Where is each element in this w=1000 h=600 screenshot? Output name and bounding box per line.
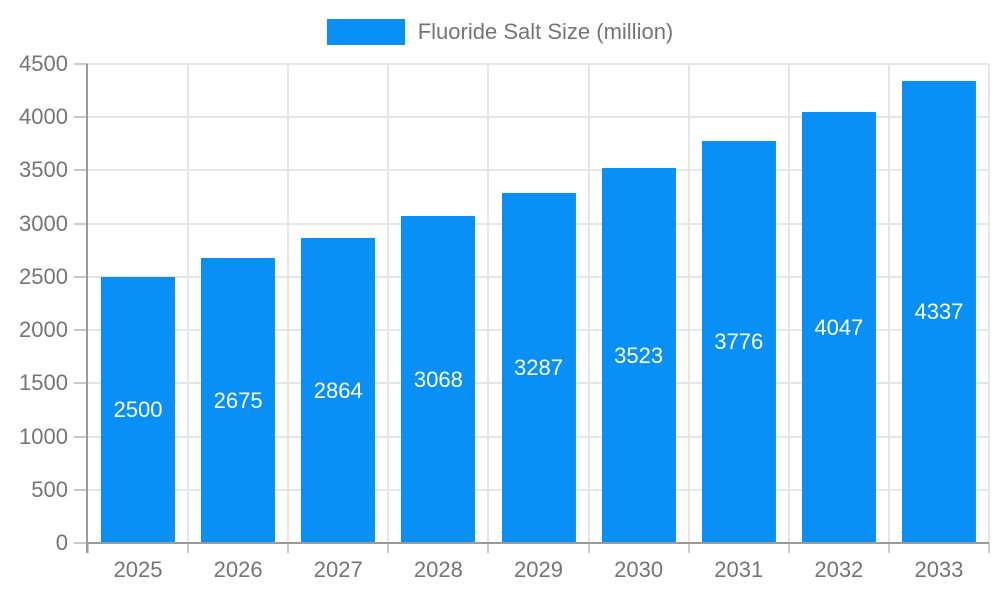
y-axis-tick	[74, 329, 88, 332]
legend-swatch-icon	[326, 19, 405, 45]
legend-label: Fluoride Salt Size (million)	[417, 19, 674, 44]
x-axis-label: 2027	[313, 557, 363, 582]
gridline-vertical	[287, 64, 290, 543]
y-axis-label: 1000	[19, 423, 68, 449]
bar-value-label: 4047	[814, 314, 864, 340]
y-axis-tick	[74, 275, 88, 278]
y-axis-tick	[74, 222, 88, 225]
gridline-vertical	[487, 64, 490, 543]
x-axis-label: 2026	[213, 557, 263, 582]
x-axis-label: 2029	[514, 557, 563, 582]
bar[interactable]: 2500	[101, 276, 176, 543]
y-axis-tick	[74, 435, 88, 438]
x-axis-tick	[887, 543, 890, 553]
x-axis-label: 2033	[914, 557, 964, 582]
gridline-vertical	[787, 64, 790, 543]
x-axis-label: 2025	[113, 557, 163, 582]
bar-value-label: 3523	[614, 342, 664, 368]
gridline-vertical	[887, 64, 890, 543]
bar[interactable]: 2864	[301, 238, 376, 543]
x-axis-tick	[988, 543, 990, 553]
gridline-horizontal	[88, 169, 989, 172]
bar[interactable]: 4337	[901, 81, 976, 543]
gridline-vertical	[687, 64, 690, 543]
bar-value-label: 2864	[313, 377, 363, 403]
x-axis-tick	[587, 543, 590, 553]
x-axis-tick	[687, 543, 690, 553]
x-axis-tick	[487, 543, 490, 553]
bar[interactable]: 3523	[601, 168, 676, 543]
bar-value-label: 3068	[413, 366, 463, 392]
bar[interactable]: 3068	[401, 216, 476, 543]
bar-value-label: 4337	[914, 299, 964, 325]
plot-area: 0 500 1000 1500 2000 2500 3000 3500 4000 4500 2025…	[19, 53, 990, 582]
gridline-vertical	[187, 64, 190, 543]
y-axis-label: 4500	[19, 51, 68, 76]
y-axis-label: 0	[55, 530, 68, 555]
x-axis-tick	[287, 543, 290, 553]
x-axis-tick	[187, 543, 190, 553]
y-axis-tick	[74, 488, 88, 491]
gridline-horizontal	[88, 63, 989, 65]
x-axis-label: 2031	[714, 557, 764, 582]
y-axis-label: 3000	[19, 210, 68, 236]
bar-value-label: 3287	[514, 355, 563, 381]
y-axis-label: 2000	[19, 317, 68, 343]
bar-value-label: 3776	[714, 329, 764, 355]
gridline-vertical	[587, 64, 590, 543]
x-axis-tick	[387, 543, 390, 553]
gridline-horizontal	[88, 116, 989, 119]
y-axis-line	[86, 64, 88, 553]
bar[interactable]: 4047	[801, 112, 876, 543]
x-axis-tick	[787, 543, 790, 553]
y-axis-label: 1500	[19, 370, 68, 396]
gridline-vertical	[988, 64, 990, 543]
x-axis-label: 2032	[814, 557, 864, 582]
gridline-vertical	[387, 64, 390, 543]
legend[interactable]: Fluoride Salt Size (million)	[0, 19, 1000, 45]
bar-value-label: 2500	[113, 396, 163, 422]
bar[interactable]: 3287	[501, 193, 576, 543]
x-axis-label: 2028	[413, 557, 463, 582]
bar-value-label: 2675	[213, 387, 263, 413]
y-axis-tick	[74, 382, 88, 385]
bar[interactable]: 3776	[701, 141, 776, 543]
y-axis-tick	[74, 169, 88, 172]
y-axis-tick	[74, 63, 88, 65]
x-axis-tick	[87, 543, 89, 553]
x-axis-line	[88, 542, 989, 544]
y-axis-label: 4000	[19, 104, 68, 130]
y-axis-tick	[74, 116, 88, 119]
x-axis-label: 2030	[614, 557, 664, 582]
bar[interactable]: 2675	[201, 258, 276, 543]
y-axis-label: 2500	[19, 263, 68, 289]
y-axis-tick	[74, 542, 88, 544]
y-axis-label: 3500	[19, 157, 68, 183]
y-axis-label: 500	[31, 476, 68, 502]
